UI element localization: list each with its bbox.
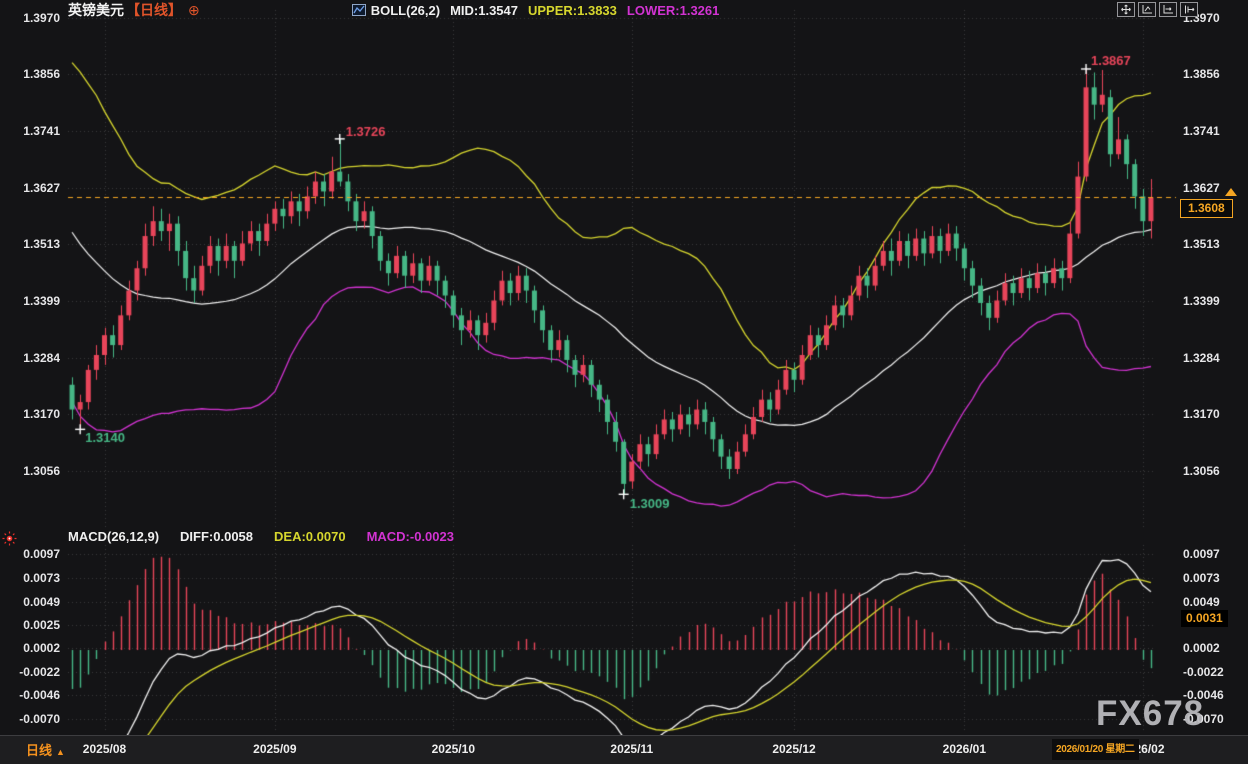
macd-tick-label: -0.0046	[1183, 688, 1224, 703]
price-tick-label: 1.3513	[23, 237, 60, 252]
move-chart-icon[interactable]	[1117, 2, 1135, 17]
price-chart-canvas[interactable]	[0, 0, 1248, 735]
chart-toolbar	[1117, 2, 1198, 17]
macd-tick-label: 0.0073	[1183, 570, 1220, 585]
alarm-icon[interactable]	[2, 531, 17, 551]
macd-diff-value: DIFF:0.0058	[180, 529, 254, 544]
price-tick-label: 1.3856	[23, 67, 60, 82]
date-tick-label: 2025/12	[772, 742, 816, 756]
macd-tick-label: 0.0049	[23, 594, 60, 609]
caret-up-icon: ▲	[56, 747, 65, 757]
price-tick-label: 1.3856	[1183, 67, 1220, 82]
price-tick-label: 1.3513	[1183, 237, 1220, 252]
price-tick-label: 1.3970	[23, 10, 60, 25]
price-tick-label: 1.3056	[23, 463, 60, 478]
macd-tick-label: -0.0070	[1183, 712, 1224, 727]
macd-tick-label: -0.0022	[1183, 664, 1224, 679]
symbol-name: 英镑美元	[68, 2, 124, 18]
chart-header: 英镑美元 【日线】 ⊕ BOLL(26,2) MID:1.3547 UPPER:…	[68, 1, 729, 19]
price-tick-label: 1.3399	[1183, 293, 1220, 308]
timeline-bar: 日线 ▲ 2025/08 2025/09 2025/10 2025/11 2025/12 2…	[0, 735, 1248, 764]
boll-label: BOLL(26,2)	[370, 2, 441, 18]
price-tick-label: 1.3284	[1183, 350, 1220, 365]
macd-macd-value: MACD:-0.0023	[366, 529, 454, 544]
period-tag: 【日线】	[126, 2, 182, 18]
price-tick-label: 1.3284	[23, 350, 60, 365]
boll-lower-value: LOWER:1.3261	[626, 2, 720, 18]
scale-right-icon[interactable]	[1159, 2, 1177, 17]
boll-mid-value: MID:1.3547	[450, 2, 518, 18]
price-tick-label: 1.3170	[1183, 407, 1220, 422]
price-tick-label: 1.3399	[23, 293, 60, 308]
price-up-arrow-icon	[1225, 187, 1237, 196]
macd-tick-label: -0.0070	[19, 712, 60, 727]
shift-right-icon[interactable]	[1180, 2, 1198, 17]
macd-value-badge: 0.0031	[1181, 610, 1228, 628]
price-tick-label: 1.3056	[1183, 463, 1220, 478]
macd-dea-value: DEA:0.0070	[274, 529, 346, 544]
date-tick-label: 2026/01	[942, 742, 987, 756]
price-tick-label: 1.3741	[1183, 124, 1220, 139]
macd-tick-label: 0.0097	[1183, 547, 1220, 562]
date-tick-label: 2025/08	[82, 742, 127, 756]
add-indicator-icon[interactable]: ⊕	[188, 1, 200, 18]
period-label: 日线	[26, 743, 53, 758]
macd-tick-label: 0.0002	[23, 641, 60, 656]
macd-header: MACD(26,12,9) DIFF:0.0058 DEA:0.0070 MAC…	[68, 529, 464, 544]
macd-tick-label: 0.0097	[23, 547, 60, 562]
last-price-badge: 1.3608	[1180, 198, 1233, 218]
price-tick-label: 1.3627	[1183, 180, 1220, 195]
macd-tick-label: 0.0025	[23, 618, 60, 633]
macd-tick-label: 0.0002	[1183, 641, 1220, 656]
macd-tick-label: -0.0046	[19, 688, 60, 703]
period-selector-button[interactable]: 日线 ▲	[26, 740, 65, 759]
macd-tick-label: 0.0049	[1183, 594, 1220, 609]
macd-label: MACD(26,12,9)	[68, 529, 160, 544]
date-tick-label: 2025/10	[431, 742, 475, 756]
date-tick-label: 2025/09	[253, 742, 297, 756]
price-tick-label: 1.3627	[23, 180, 60, 195]
price-tick-label: 1.3741	[23, 124, 60, 139]
fit-axis-icon[interactable]	[1138, 2, 1156, 17]
boll-upper-value: UPPER:1.3833	[528, 2, 617, 18]
price-tick-label: 1.3170	[23, 407, 60, 422]
date-tick-label: 2025/11	[610, 742, 654, 756]
macd-tick-label: -0.0022	[19, 664, 60, 679]
macd-tick-label: 0.0073	[23, 570, 60, 585]
selected-date-label: 2026/01/20 星期二	[1052, 739, 1139, 760]
boll-indicator-icon	[351, 4, 366, 16]
watermark: FX678	[1096, 694, 1205, 733]
